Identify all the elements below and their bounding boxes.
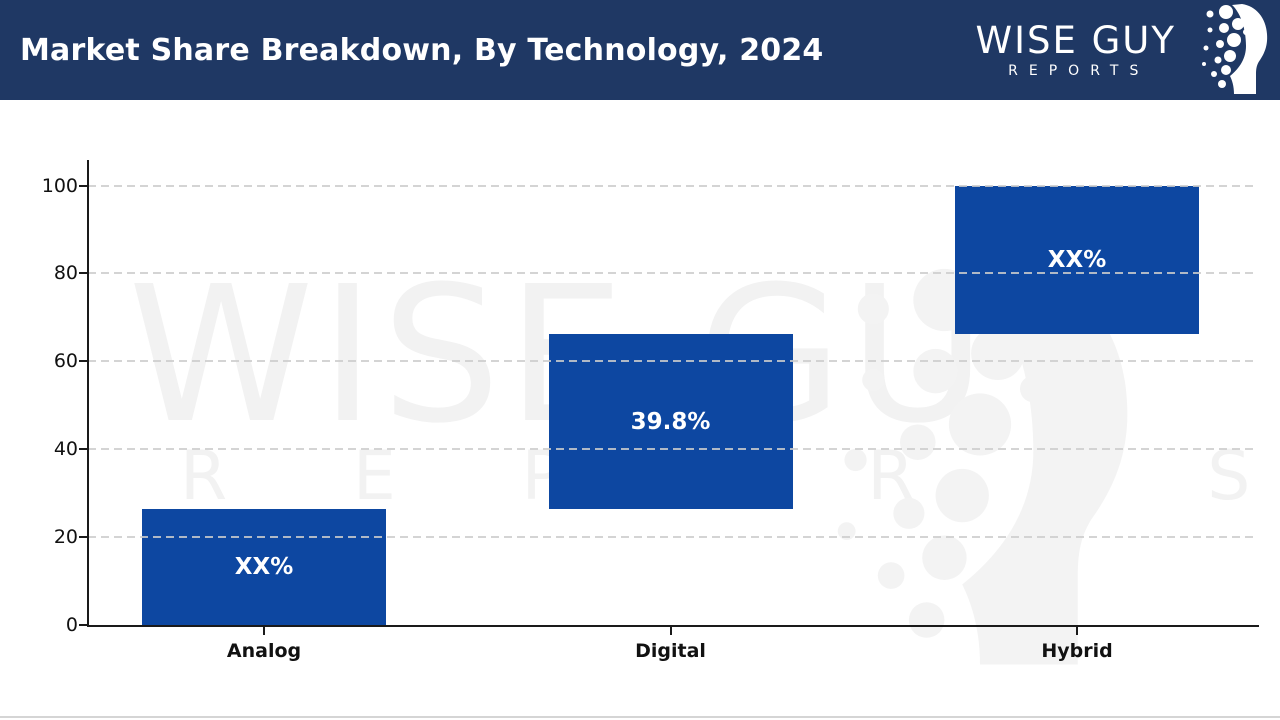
logo-wordmark: WISE GUY <box>975 18 1176 62</box>
x-category-label-analog: Analog <box>226 640 302 662</box>
y-tick-mark-60 <box>79 360 87 363</box>
watermark-face-icon <box>740 210 1140 714</box>
bar-value-label-hybrid: XX% <box>1047 246 1107 273</box>
y-tick-label-0: 0 <box>65 614 78 636</box>
header-bar: Market Share Breakdown, By Technology, 2… <box>0 0 1280 100</box>
wise-guy-logo-text: WISE GUY REPORTS <box>976 22 1176 79</box>
x-tick-mark-analog <box>263 627 265 635</box>
gridline-20 <box>88 536 1258 539</box>
bar-hybrid <box>955 185 1199 335</box>
bar-value-label-analog: XX% <box>234 553 294 580</box>
y-tick-mark-40 <box>79 448 87 451</box>
bar-digital <box>548 334 793 509</box>
logo-subtitle: REPORTS <box>1008 62 1150 79</box>
gridline-80 <box>88 272 1258 275</box>
bar-value-label-digital: 39.8% <box>630 408 711 435</box>
y-tick-mark-80 <box>79 272 87 275</box>
y-tick-mark-100 <box>79 184 87 187</box>
y-tick-label-100: 100 <box>41 174 78 197</box>
gridline-100 <box>88 184 1258 187</box>
gridline-60 <box>88 360 1258 363</box>
wise-guy-logo: WISE GUY REPORTS <box>976 2 1280 98</box>
page-title: Market Share Breakdown, By Technology, 2… <box>20 32 824 68</box>
bar-analog <box>142 508 386 625</box>
y-tick-label-20: 20 <box>53 526 78 549</box>
y-tick-mark-0 <box>79 624 87 626</box>
y-axis-line <box>87 160 89 627</box>
x-category-label-hybrid: Hybrid <box>1041 640 1113 662</box>
y-tick-label-80: 80 <box>53 262 78 285</box>
x-category-label-digital: Digital <box>635 640 706 662</box>
gridline-40 <box>88 448 1258 451</box>
y-tick-label-40: 40 <box>53 438 78 461</box>
x-axis-line <box>87 625 1259 627</box>
bottom-border-line <box>0 716 1280 718</box>
logo-face-icon <box>1180 2 1270 98</box>
chart-plot-area: 0 20 40 60 80 100 Analog Digital Hybrid XX% 39.8%… <box>0 100 1280 720</box>
x-tick-mark-digital <box>669 627 672 635</box>
y-tick-label-60: 60 <box>53 350 78 373</box>
y-tick-mark-20 <box>79 536 87 539</box>
x-tick-mark-hybrid <box>1076 627 1078 635</box>
